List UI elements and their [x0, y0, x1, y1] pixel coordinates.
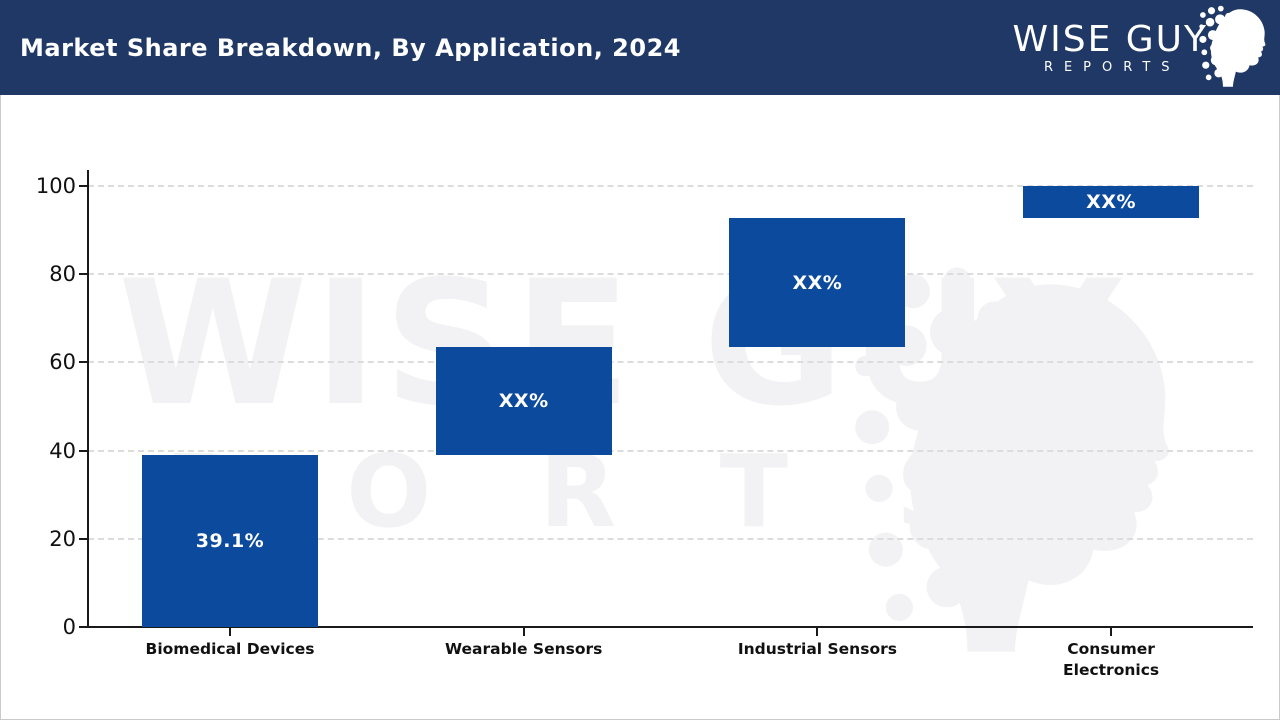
header-bar: Market Share Breakdown, By Application, …: [0, 0, 1280, 95]
y-tick-mark: [79, 449, 87, 452]
y-tick-mark: [79, 273, 87, 276]
gridline: [88, 449, 1253, 452]
x-tick-mark: [816, 628, 819, 636]
x-tick-mark: [1110, 628, 1113, 636]
bar-value-label: XX%: [792, 271, 843, 294]
y-axis-line: [87, 170, 89, 628]
bar: XX%: [1023, 186, 1200, 219]
y-tick-label: 0: [62, 615, 76, 639]
x-tick-label: Wearable Sensors: [444, 640, 603, 658]
logo-secondary-text: REPORTS: [1043, 60, 1181, 76]
x-tick-label: Industrial Sensors: [737, 640, 897, 658]
y-tick-label: 100: [35, 174, 76, 198]
y-tick-mark: [79, 361, 87, 364]
bar: 39.1%: [142, 454, 318, 627]
y-tick-label: 60: [49, 350, 76, 375]
gridline: [88, 537, 1253, 540]
bar: XX%: [435, 346, 612, 455]
x-axis-line: [87, 626, 1253, 628]
bar-value-label: XX%: [1086, 191, 1137, 214]
gridline: [88, 361, 1253, 364]
x-tick-mark: [522, 628, 525, 636]
bar-value-label: 39.1%: [195, 529, 265, 552]
wiseguy-logo-text: WISE GUY REPORTS: [1012, 18, 1209, 76]
logo-primary-text: WISE GUY: [1012, 18, 1208, 60]
bar: XX%: [729, 218, 906, 347]
wiseguy-logo: WISE GUY REPORTS: [1013, 4, 1273, 92]
page-title: Market Share Breakdown, By Application, …: [20, 33, 681, 62]
x-tick-label: Biomedical Devices: [145, 640, 315, 658]
y-tick-label: 80: [49, 262, 76, 287]
y-tick-mark: [79, 626, 87, 628]
gridline: [88, 185, 1253, 187]
gridline: [88, 273, 1253, 276]
y-tick-mark: [79, 537, 87, 540]
x-tick-label: Consumer Electronics: [1063, 640, 1160, 679]
y-tick-label: 40: [49, 438, 76, 463]
y-tick-mark: [79, 185, 87, 187]
x-tick-mark: [229, 628, 231, 636]
y-tick-label: 20: [49, 526, 76, 551]
bar-value-label: XX%: [498, 389, 549, 412]
